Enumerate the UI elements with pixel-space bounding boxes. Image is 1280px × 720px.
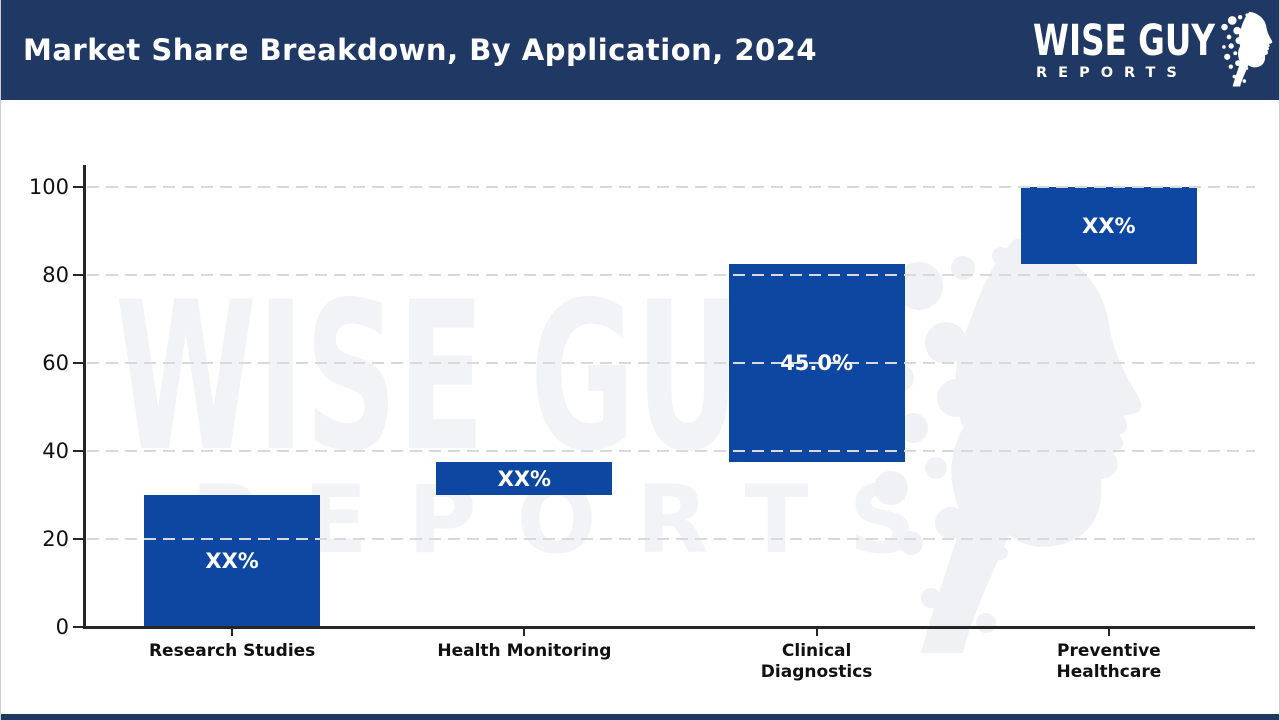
x-tick-label-clinical-diagnostics: Clinical Diagnostics	[760, 641, 873, 683]
x-tick-label-research-studies: Research Studies	[148, 641, 316, 661]
y-tick-label-40: 40	[42, 439, 69, 463]
header-bar: Market Share Breakdown, By Application, …	[1, 0, 1279, 100]
gridline-100	[87, 186, 1255, 188]
y-axis-spine	[83, 165, 86, 629]
x-axis-spine	[83, 626, 1255, 629]
bar-value-label-clinical-diagnostics: 45.0%	[780, 351, 854, 375]
x-tick-preventive-healthcare	[1107, 628, 1110, 636]
y-tick-label-0: 0	[55, 615, 69, 639]
y-tick-label-20: 20	[42, 527, 69, 551]
x-tick-clinical-diagnostics	[815, 628, 818, 636]
y-tick-80	[73, 274, 83, 276]
y-tick-label-60: 60	[42, 351, 69, 375]
footer-strip	[1, 714, 1279, 720]
bar-research-studies	[144, 495, 321, 627]
y-tick-0	[73, 626, 83, 628]
watermark-face-icon	[858, 238, 1142, 653]
y-tick-label-100: 100	[28, 175, 69, 199]
brand-logo-subtext: REPORTS	[1036, 65, 1188, 81]
watermark-wordmark-text: WISE GUY	[115, 259, 835, 497]
y-tick-label-80: 80	[42, 263, 69, 287]
y-tick-100	[73, 186, 83, 188]
brand-logo-face-icon	[1221, 11, 1273, 87]
x-tick-label-health-monitoring: Health Monitoring	[437, 641, 612, 661]
bar-value-label-research-studies: XX%	[205, 549, 259, 573]
bar-value-label-health-monitoring: XX%	[497, 466, 552, 491]
y-tick-60	[73, 362, 83, 364]
x-tick-health-monitoring	[523, 628, 526, 636]
gridline-20	[87, 538, 1255, 540]
bar-preventive-healthcare	[1020, 187, 1197, 264]
y-tick-20	[73, 538, 83, 540]
bar-value-label-preventive-healthcare: XX%	[1082, 213, 1136, 238]
gridline-80	[87, 274, 1255, 276]
bar-health-monitoring	[436, 462, 613, 495]
x-tick-label-preventive-healthcare: Preventive Healthcare	[1056, 641, 1162, 683]
y-tick-40	[73, 450, 83, 452]
brand-logo: WISE GUY REPORTS	[1033, 11, 1273, 87]
x-tick-research-studies	[231, 628, 234, 636]
watermark-wordmark: WISE GUY	[115, 259, 835, 497]
gridline-60	[87, 362, 1255, 364]
page-title: Market Share Breakdown, By Application, …	[23, 33, 818, 67]
gridline-40	[87, 450, 1255, 452]
brand-logo-wordmark: WISE GUY	[1033, 16, 1216, 66]
